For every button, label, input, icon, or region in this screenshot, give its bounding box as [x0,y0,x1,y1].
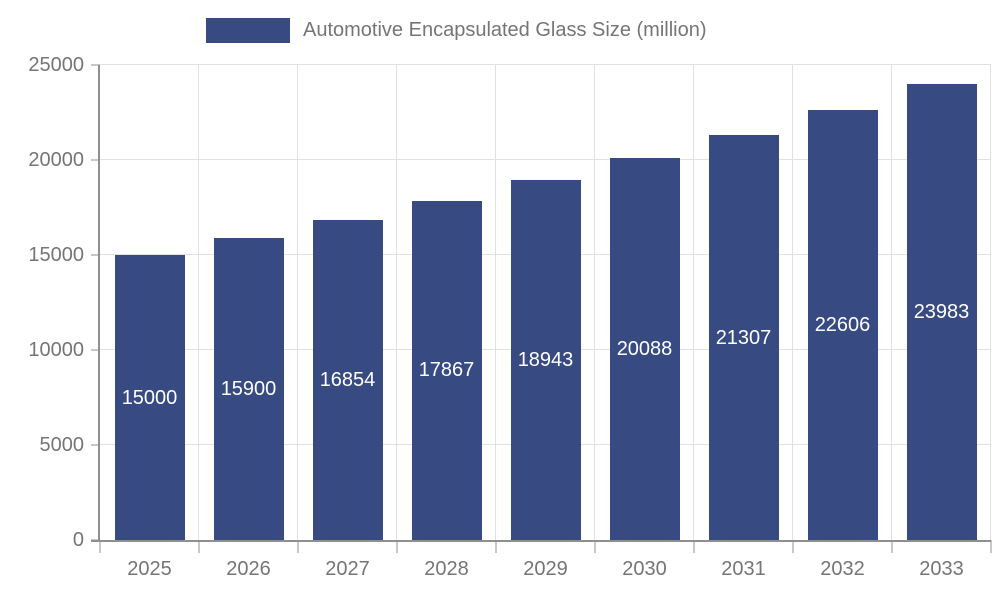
v-gridline [594,65,595,540]
legend-label: Automotive Encapsulated Glass Size (mill… [303,19,707,41]
legend[interactable]: Automotive Encapsulated Glass Size (mill… [206,18,707,43]
y-tick [91,64,100,66]
x-axis-line [91,540,991,542]
bar-2025[interactable] [114,255,185,540]
y-axis-line [98,65,100,540]
x-tick [891,540,893,553]
v-gridline [198,65,199,540]
v-gridline [693,65,694,540]
y-tick-label: 10000 [28,339,84,361]
bar-value-label: 22606 [814,314,871,337]
bar-2031[interactable] [708,135,779,540]
bar-value-label: 20088 [616,338,673,361]
y-tick-label: 5000 [39,434,85,456]
x-tick-label: 2025 [127,558,172,580]
v-gridline [396,65,397,540]
bar-value-label: 16854 [319,368,376,391]
bar-value-label: 21307 [715,326,772,349]
bar-2032[interactable] [807,110,878,540]
x-tick-label: 2032 [820,558,865,580]
x-tick [297,540,299,553]
v-gridline [891,65,892,540]
bar-2029[interactable] [510,180,581,540]
x-tick-label: 2026 [226,558,271,580]
x-tick-label: 2033 [919,558,964,580]
bar-2028[interactable] [411,200,482,540]
v-gridline [495,65,496,540]
v-gridline [792,65,793,540]
bar-2030[interactable] [609,158,680,540]
x-tick [594,540,596,553]
x-tick [495,540,497,553]
x-tick [990,540,992,553]
bar-value-label: 15000 [121,386,178,409]
h-gridline [100,64,991,65]
bar-value-label: 18943 [517,349,574,372]
x-tick-label: 2029 [523,558,568,580]
x-tick [198,540,200,553]
bar-value-label: 23983 [913,301,970,324]
y-tick [91,349,100,351]
x-tick [792,540,794,553]
y-tick-label: 15000 [28,244,84,266]
x-tick-label: 2030 [622,558,667,580]
x-tick [693,540,695,553]
bar-value-label: 17867 [418,359,475,382]
v-gridline [990,65,991,540]
bar-2027[interactable] [312,219,383,540]
y-tick-label: 20000 [28,149,84,171]
x-tick [396,540,398,553]
y-tick [91,159,100,161]
y-tick-label: 0 [72,529,84,551]
bar-2026[interactable] [213,237,284,540]
bar-value-label: 15900 [220,377,277,400]
legend-swatch [206,18,290,43]
x-tick-label: 2031 [721,558,766,580]
v-gridline [297,65,298,540]
bar-2033[interactable] [906,84,977,540]
y-tick [91,444,100,446]
x-tick [99,540,101,553]
x-tick-label: 2028 [424,558,469,580]
y-tick-label: 25000 [28,54,84,76]
y-tick [91,254,100,256]
h-gridline [100,159,991,160]
x-tick-label: 2027 [325,558,370,580]
